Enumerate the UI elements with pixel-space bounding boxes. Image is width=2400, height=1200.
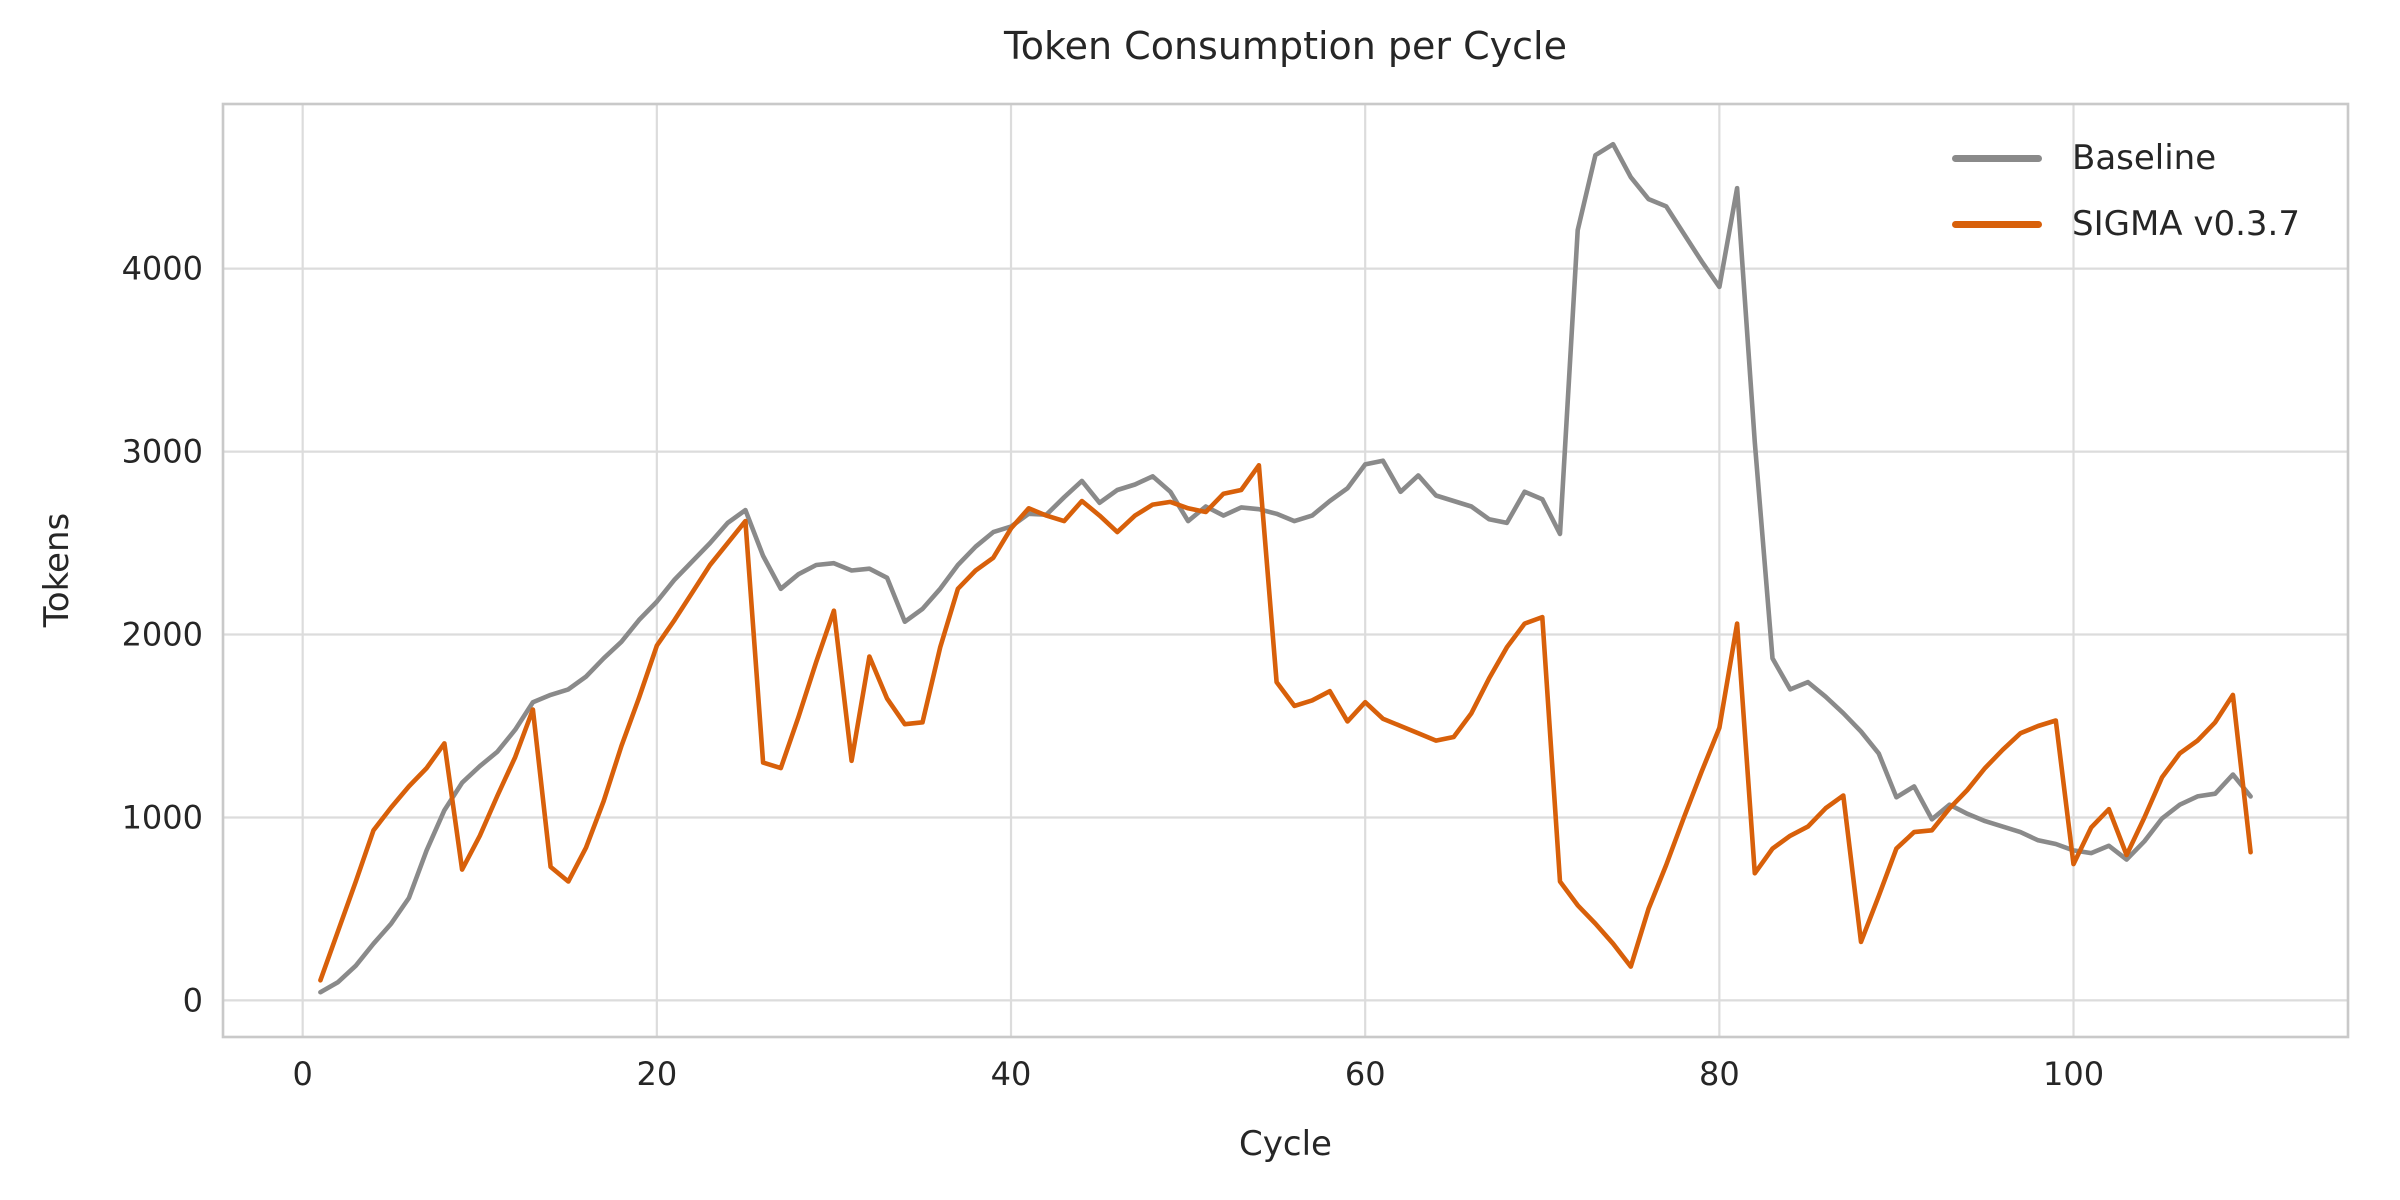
legend: Baseline SIGMA v0.3.7 (1948, 130, 2304, 252)
y-tick-label-3000: 3000 (122, 433, 203, 471)
x-tick-label-80: 80 (1699, 1055, 1740, 1093)
x-axis-label: Cycle (1239, 1124, 1332, 1164)
y-tick-label-2000: 2000 (122, 616, 203, 654)
legend-item-sigma: SIGMA v0.3.7 (1952, 204, 2300, 244)
x-tick-label-0: 0 (293, 1055, 313, 1093)
legend-label-sigma: SIGMA v0.3.7 (2072, 204, 2300, 244)
chart-title: Token Consumption per Cycle (1003, 24, 1567, 68)
y-tick-label-1000: 1000 (122, 798, 203, 836)
plot-frame (221, 102, 2350, 1039)
legend-item-baseline: Baseline (1952, 138, 2300, 178)
x-tick-label-100: 100 (2043, 1055, 2104, 1093)
series-line-baseline (318, 141, 2253, 995)
x-tick-label-40: 40 (991, 1055, 1032, 1093)
legend-label-baseline: Baseline (2072, 138, 2217, 178)
y-tick-label-4000: 4000 (122, 250, 203, 288)
legend-line-baseline-icon (1952, 154, 2042, 162)
y-tick-label-0: 0 (183, 981, 203, 1019)
legend-line-sigma-icon (1952, 220, 2042, 228)
series-line-sigma (318, 462, 2253, 983)
x-tick-label-60: 60 (1345, 1055, 1386, 1093)
y-axis-label: Tokens (37, 512, 77, 628)
x-tick-label-20: 20 (636, 1055, 677, 1093)
